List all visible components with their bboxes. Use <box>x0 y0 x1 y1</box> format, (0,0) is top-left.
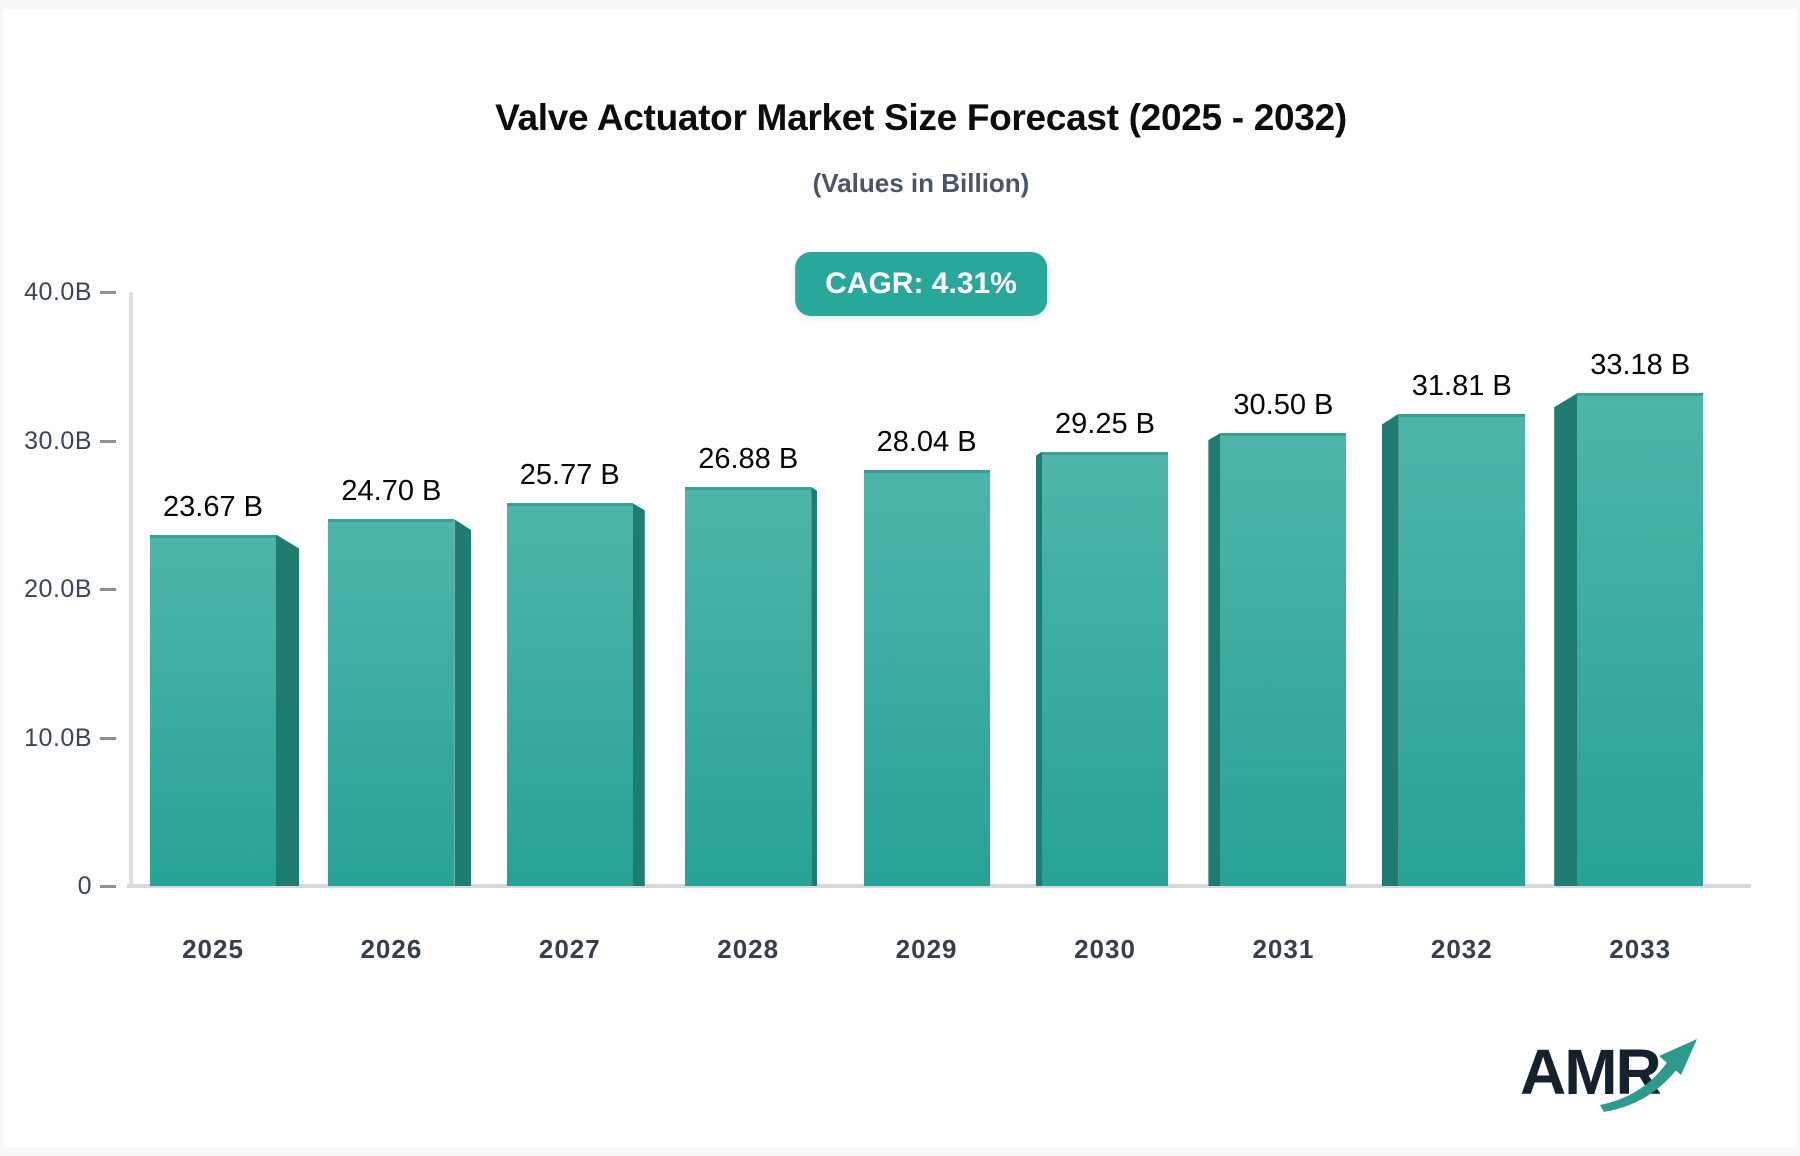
y-tick-mark <box>100 291 116 294</box>
bar-2029 <box>863 469 990 886</box>
bar-3d-side-2026 <box>454 519 472 886</box>
bar-3d-side-2032 <box>1381 413 1399 886</box>
bar-2027 <box>506 503 633 886</box>
bar-value-label-2026: 24.70 B <box>341 475 442 508</box>
amr-logo: AMR <box>1520 1036 1697 1112</box>
bar-3d-side-2027 <box>632 503 645 886</box>
bar-value-label-2029: 28.04 B <box>876 425 977 458</box>
bar-2030 <box>1042 451 1168 886</box>
x-axis-label-2031: 2031 <box>1252 934 1315 964</box>
bar-value-label-2031: 30.50 B <box>1233 389 1334 422</box>
cagr-badge: CAGR: 4.31% <box>795 252 1047 316</box>
bar-value-label-2028: 26.88 B <box>698 442 799 475</box>
y-tick-label: 10.0B <box>24 723 92 752</box>
bar-2031 <box>1220 433 1347 886</box>
x-axis-baseline <box>127 884 1751 888</box>
chart-subtitle: (Values in Billion) <box>812 168 1030 198</box>
bar-2028 <box>685 486 812 886</box>
bar-value-label-2027: 25.77 B <box>519 459 620 492</box>
bar-2026 <box>328 519 455 886</box>
bar-value-label-2025: 23.67 B <box>163 490 263 523</box>
x-axis-label-2025: 2025 <box>182 934 244 964</box>
x-axis-label-2029: 2029 <box>895 934 958 964</box>
y-tick-mark <box>100 736 116 740</box>
bar-3d-side-2033 <box>1554 393 1578 886</box>
growth-arrow-icon <box>1600 1061 1678 1112</box>
bar-value-label-2032: 31.81 B <box>1411 369 1512 402</box>
y-tick-label: 40.0B <box>24 278 92 306</box>
bar-3d-side-2030 <box>1036 451 1042 886</box>
bar-2025 <box>150 534 276 886</box>
bar-2033 <box>1577 393 1704 886</box>
chart-title: Valve Actuator Market Size Forecast (202… <box>495 97 1347 138</box>
bar-3d-side-2028 <box>811 486 818 886</box>
bar-2032 <box>1398 413 1525 886</box>
x-axis-label-2032: 2032 <box>1430 934 1493 964</box>
y-tick-label: 20.0B <box>24 575 92 603</box>
bar-value-label-2033: 33.18 B <box>1590 349 1691 382</box>
y-tick-label: 0 <box>77 872 92 900</box>
x-axis-label-2033: 2033 <box>1609 934 1672 964</box>
y-tick-mark <box>100 439 116 443</box>
y-tick-mark <box>100 885 116 888</box>
y-tick-mark <box>100 588 116 591</box>
bar-3d-side-2031 <box>1208 433 1221 886</box>
x-axis-label-2027: 2027 <box>538 934 601 964</box>
y-tick-label: 30.0B <box>24 426 92 455</box>
y-axis-line <box>129 292 133 886</box>
x-axis-label-2026: 2026 <box>360 934 423 964</box>
bar-value-label-2030: 29.25 B <box>1055 407 1155 440</box>
bar-3d-side-2025 <box>276 534 299 886</box>
x-axis-label-2030: 2030 <box>1074 934 1136 964</box>
x-axis-label-2028: 2028 <box>717 934 780 964</box>
growth-arrowhead-icon <box>1659 1039 1697 1075</box>
